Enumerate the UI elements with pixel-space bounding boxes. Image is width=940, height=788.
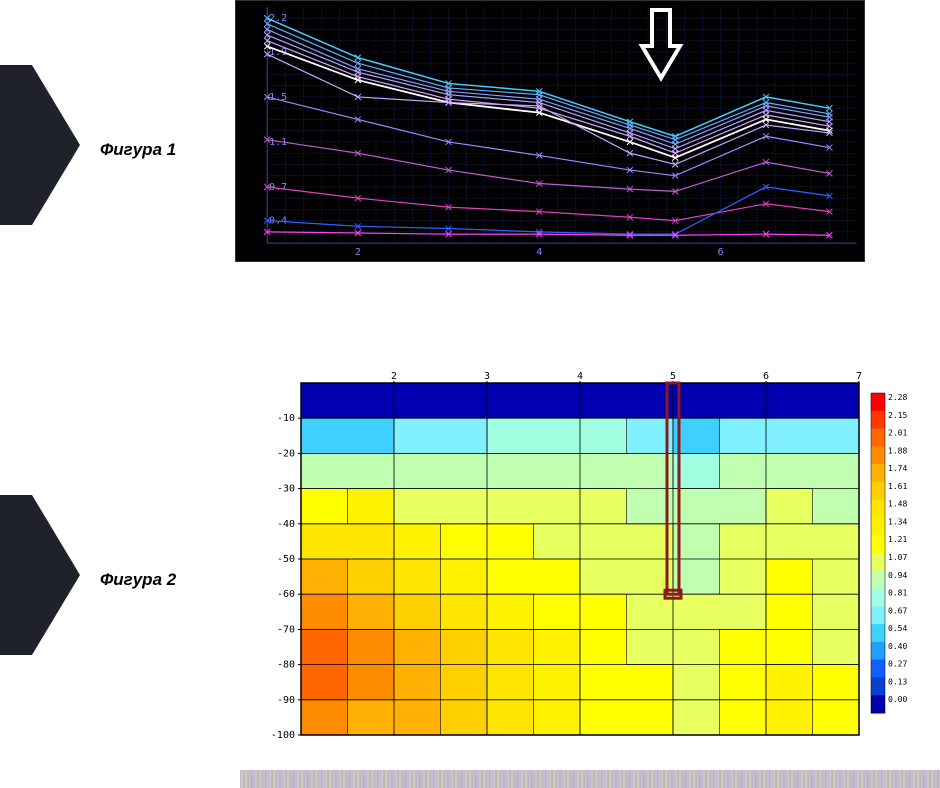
svg-text:2.28: 2.28 (888, 393, 907, 402)
svg-text:0.54: 0.54 (888, 624, 907, 633)
pentagon-fig2 (0, 495, 80, 655)
svg-text:-70: -70 (277, 624, 295, 635)
svg-text:1.88: 1.88 (888, 446, 907, 455)
svg-text:4: 4 (536, 247, 542, 258)
figure-1-label: Фигура 1 (100, 140, 176, 160)
svg-text:-60: -60 (277, 589, 295, 600)
svg-text:-80: -80 (277, 660, 295, 671)
down-arrow-icon (638, 6, 684, 86)
svg-text:2: 2 (391, 371, 397, 382)
noise-bar (240, 770, 940, 788)
svg-text:7: 7 (856, 371, 862, 382)
svg-text:2.15: 2.15 (888, 411, 907, 420)
svg-text:-100: -100 (271, 730, 295, 741)
chart-1: 0.40.71.11.51.92.2246 (235, 0, 865, 262)
pentagon-fig1 (0, 65, 80, 225)
svg-text:6: 6 (718, 247, 724, 258)
svg-text:0.13: 0.13 (888, 677, 907, 686)
svg-text:-20: -20 (277, 448, 295, 459)
svg-text:0.67: 0.67 (888, 606, 907, 615)
svg-text:1.21: 1.21 (888, 535, 907, 544)
svg-text:-30: -30 (277, 484, 295, 495)
chart-2: 2 3 4 5 6 7 -10 -20 -30 -40 -50 -60 -70 -80 -90 -100 2.2… (253, 365, 933, 755)
svg-text:-90: -90 (277, 695, 295, 706)
svg-text:0.94: 0.94 (888, 571, 907, 580)
svg-text:-10: -10 (277, 413, 295, 424)
svg-text:1.34: 1.34 (888, 517, 907, 526)
svg-text:2: 2 (355, 247, 361, 258)
svg-text:6: 6 (763, 371, 769, 382)
figure-2-label: Фигура 2 (100, 570, 176, 590)
svg-text:3: 3 (484, 371, 490, 382)
svg-text:2.01: 2.01 (888, 429, 907, 438)
svg-text:5: 5 (670, 371, 676, 382)
svg-text:1.61: 1.61 (888, 482, 907, 491)
svg-text:-40: -40 (277, 519, 295, 530)
svg-text:1.74: 1.74 (888, 464, 907, 473)
svg-text:-50: -50 (277, 554, 295, 565)
svg-text:1.07: 1.07 (888, 553, 907, 562)
svg-text:1.48: 1.48 (888, 500, 907, 509)
svg-text:4: 4 (577, 371, 583, 382)
svg-text:0.40: 0.40 (888, 642, 907, 651)
svg-text:0.27: 0.27 (888, 660, 907, 669)
svg-text:0.81: 0.81 (888, 589, 907, 598)
svg-text:0.00: 0.00 (888, 695, 907, 704)
